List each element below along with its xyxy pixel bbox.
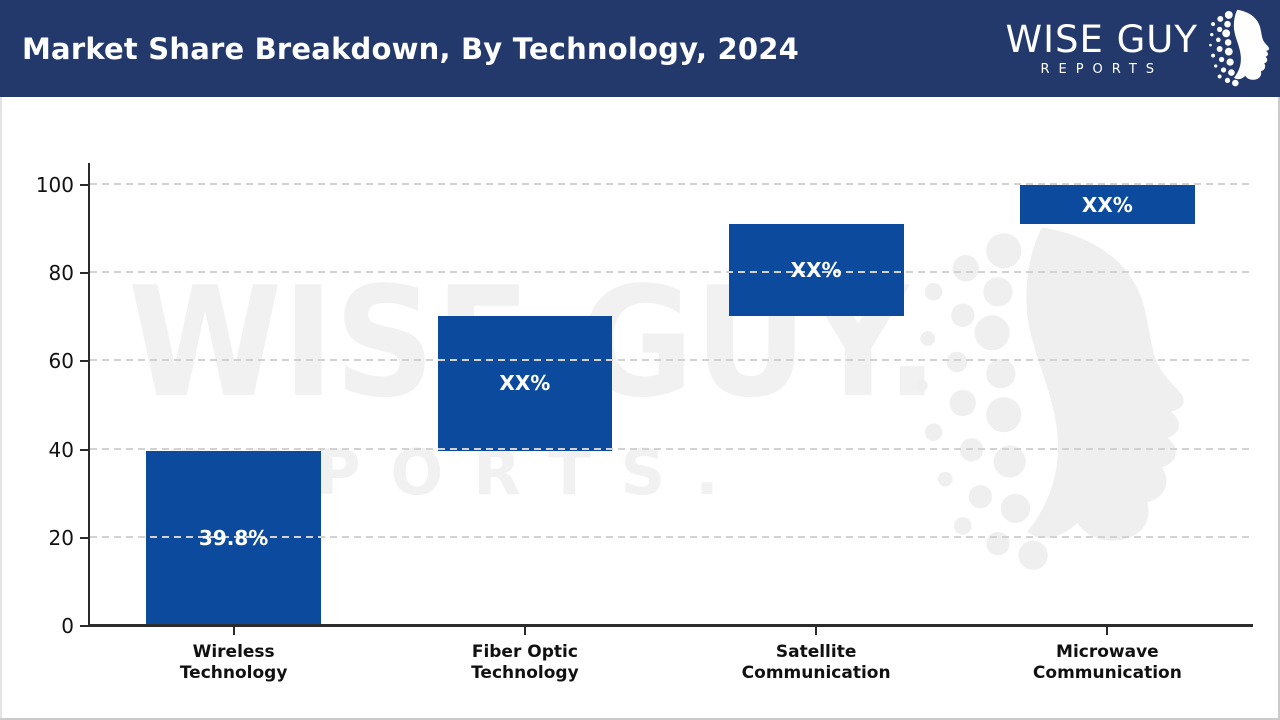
bar-value-label: XX% xyxy=(499,371,551,396)
gridline xyxy=(90,359,1253,362)
bar-value-label: 39.8% xyxy=(198,526,269,551)
bar-fiber optic-technology xyxy=(437,316,613,451)
y-tick-mark xyxy=(80,625,88,627)
x-tick-mark xyxy=(1106,627,1109,635)
gridline xyxy=(90,271,1253,274)
x-category-label: Microwave Communication xyxy=(1033,642,1182,685)
brand-subname: REPORTS xyxy=(1040,61,1164,77)
x-category-line: Satellite xyxy=(775,642,857,662)
bar-wireless-technology xyxy=(146,450,321,626)
y-tick-mark xyxy=(80,272,88,275)
brand-head-icon xyxy=(1200,7,1272,91)
x-category-label: Satellite Communication xyxy=(742,642,891,685)
x-category-label: Fiber Optic Technology xyxy=(471,642,579,685)
bar-satellite-communication xyxy=(728,224,904,317)
x-category-line: Wireless xyxy=(192,642,275,662)
y-tick-mark xyxy=(80,360,88,363)
brand-name: WISE GUY xyxy=(1005,17,1198,61)
y-tick-mark xyxy=(80,448,88,451)
y-tick-label: 60 xyxy=(48,349,74,374)
x-axis-line xyxy=(88,624,1253,627)
bar-value-label: XX% xyxy=(790,258,842,283)
y-axis-line xyxy=(88,163,90,626)
y-tick-label: 100 xyxy=(35,173,74,198)
bar-microwave-communication xyxy=(1020,185,1195,225)
x-category-line: Microwave xyxy=(1056,642,1159,662)
x-category-line: Technology xyxy=(471,663,579,684)
chart-title: Market Share Breakdown, By Technology, 2… xyxy=(22,31,800,66)
y-tick-label: 20 xyxy=(48,525,74,550)
gridline xyxy=(90,447,1253,450)
x-category-line: Communication xyxy=(741,663,891,684)
brand-logo-text: WISE GUY REPORTS xyxy=(1006,21,1198,77)
y-tick-label: 40 xyxy=(48,437,74,462)
gridline xyxy=(90,535,1253,538)
brand-logo: WISE GUY REPORTS xyxy=(1006,7,1280,91)
x-category-line: Fiber Optic xyxy=(471,642,578,662)
y-tick-label: 80 xyxy=(48,261,74,286)
x-tick-mark xyxy=(523,627,526,635)
y-tick-mark xyxy=(80,184,88,187)
x-tick-mark xyxy=(232,627,235,635)
x-category-line: Technology xyxy=(179,663,288,684)
x-tick-mark xyxy=(815,627,818,635)
gridline xyxy=(90,183,1253,186)
header-bar: Market Share Breakdown, By Technology, 2… xyxy=(0,0,1280,97)
bar-value-label: XX% xyxy=(1081,192,1133,217)
y-tick-label: 0 xyxy=(61,614,74,638)
x-category-line: Communication xyxy=(1032,663,1182,684)
x-category-label: Wireless Technology xyxy=(180,642,288,685)
plot-area: 39.8% XX% XX% XX% 0 20 40 60 80 100 Wireless Tech… xyxy=(36,163,1253,683)
y-tick-mark xyxy=(80,536,88,539)
